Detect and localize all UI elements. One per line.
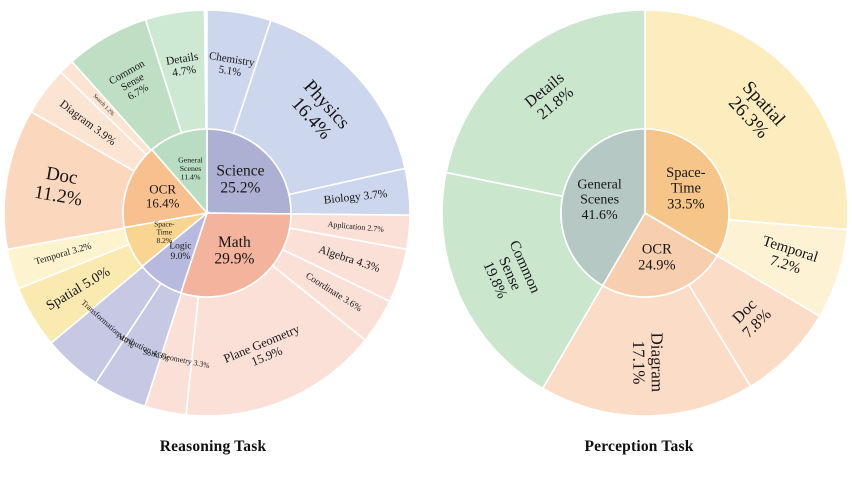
reasoning-sunburst-chart[interactable]: Chemistry5.1%Physics16.4%Biology 3.7%App… [0,0,426,440]
sunburst-segment-label: Logic 9.0% [169,242,191,262]
reasoning-task-panel: Chemistry5.1% Physics16.4% Biology 3.7% App… [0,0,426,455]
sunburst-inner-segment[interactable] [150,128,208,216]
sunburst-inner-segment[interactable] [206,128,292,215]
sunburst-segment-label: OCR 16.4% [146,181,180,210]
sunburst-segment-label: General Scenes 41.6% [577,178,621,223]
perception-sunburst-chart[interactable]: Spatial26.3%Temporal7.2%Doc7.8%Diagram17… [426,0,852,440]
outer-ring-group [441,9,849,417]
sunburst-segment-label: Doc11.2% [33,162,88,211]
sunburst-inner-segment[interactable] [644,128,730,257]
sunburst-inner-segment[interactable] [179,212,292,298]
sunburst-segment-label: General Scenes 11.4% [178,155,204,181]
inner-ring-group [122,128,292,298]
perception-task-caption: Perception Task [584,438,694,455]
outer-ring-group [3,9,411,417]
sunburst-segment-label: Diagram17.1% [629,333,667,393]
sunburst-segment-label: Chemistry5.1% [206,50,256,81]
sunburst-inner-segment[interactable] [122,148,209,229]
sunburst-segment-label: Space-Time 8.2% [154,219,175,244]
sunburst-segment-label: Science 25.2% [216,162,264,196]
inner-ring-group [560,128,730,298]
perception-task-panel: Spatial26.3% Temporal7.2% Doc7.8% Diagram17… [426,0,852,484]
sunburst-segment-label: Details4.7% [165,50,202,79]
sunburst-inner-segment[interactable] [560,128,646,287]
sunburst-segment-label: OCR 24.9% [638,242,675,274]
reasoning-task-caption: Reasoning Task [159,438,267,455]
sunburst-segment-label: Math 29.9% [214,233,254,267]
sunburst-segment-label: Space-Time 33.5% [666,165,706,212]
sunburst-inner-segment[interactable] [601,211,719,298]
